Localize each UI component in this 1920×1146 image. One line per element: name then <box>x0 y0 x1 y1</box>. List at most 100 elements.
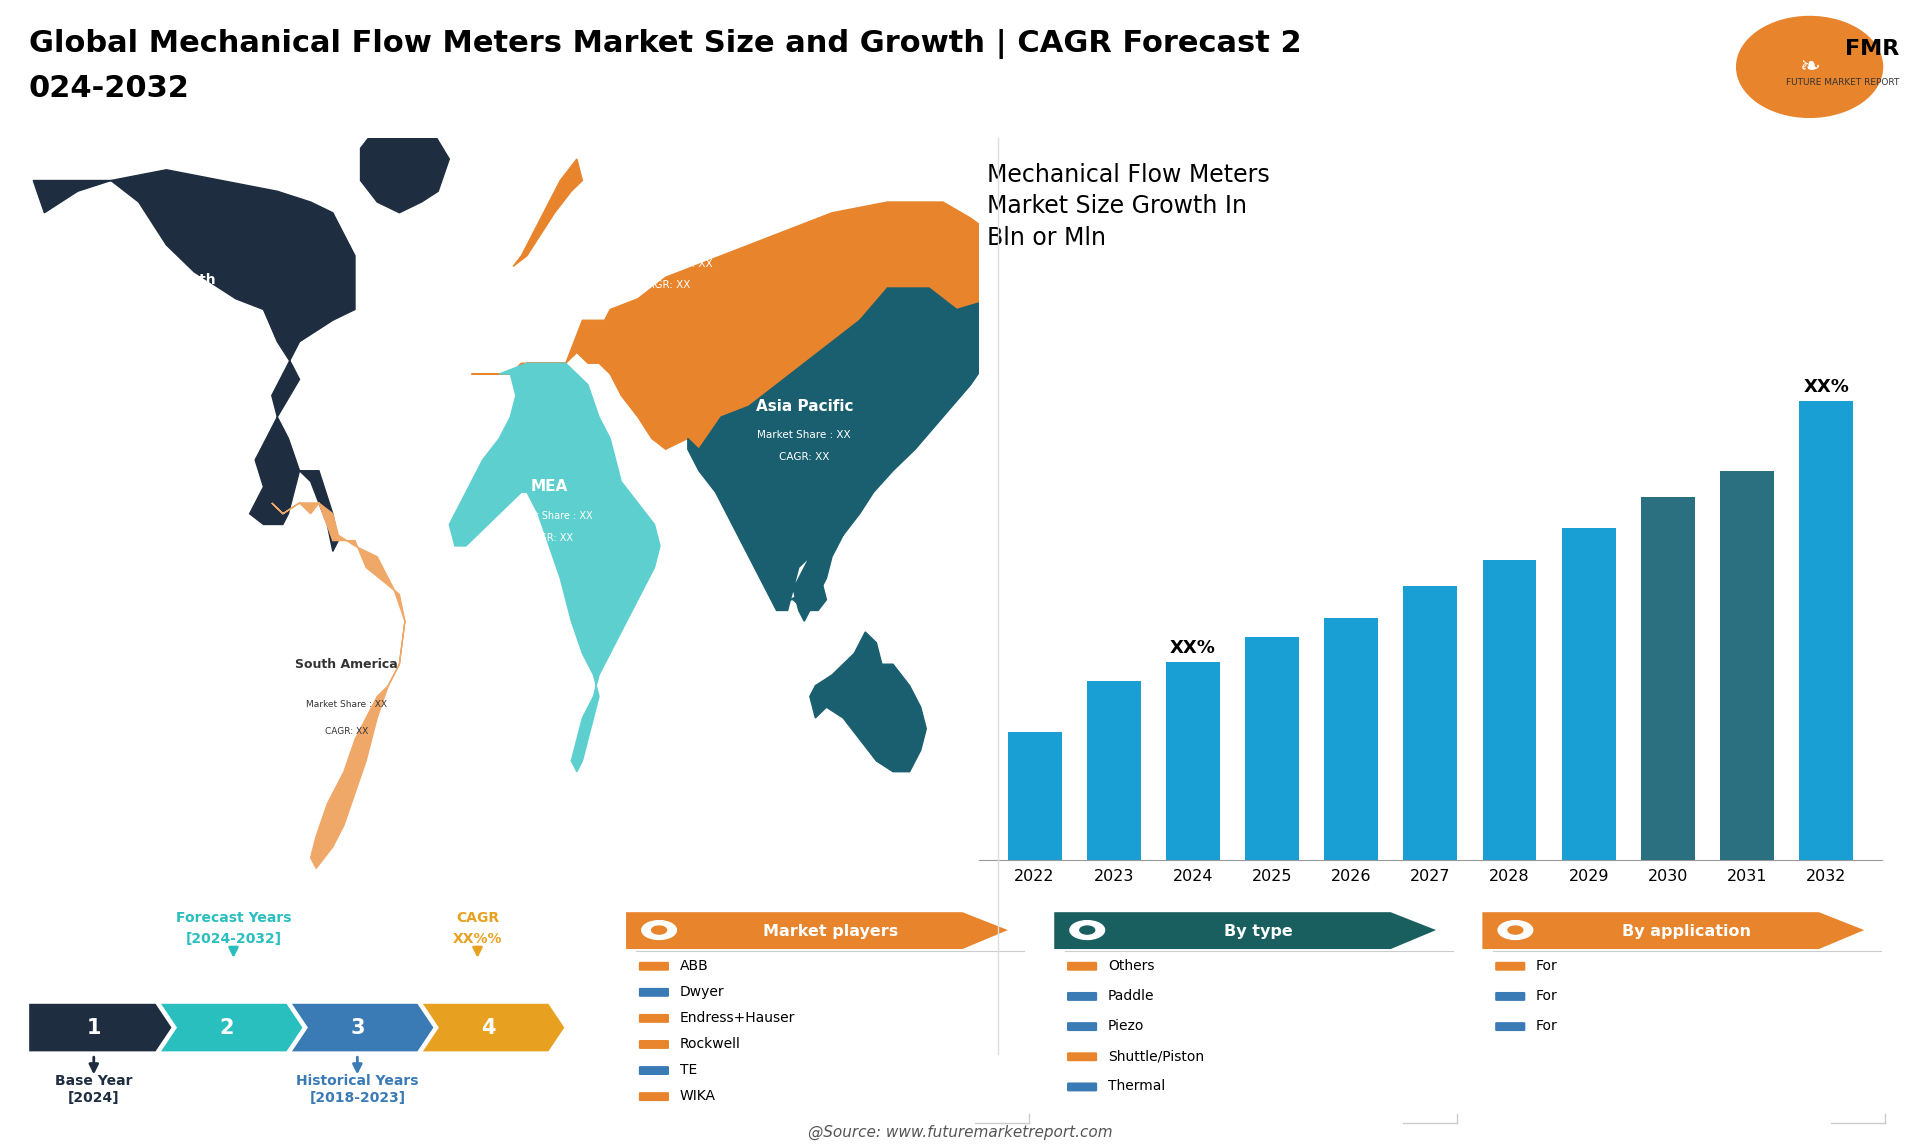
Text: ❧: ❧ <box>1799 55 1820 79</box>
Text: Market Share : XX: Market Share : XX <box>505 511 593 521</box>
Bar <box>1482 560 1536 860</box>
Circle shape <box>1069 920 1104 940</box>
Text: WIKA: WIKA <box>680 1089 716 1104</box>
Text: Forecast Years: Forecast Years <box>177 911 292 925</box>
Polygon shape <box>420 1003 566 1052</box>
Text: CAGR: XX: CAGR: XX <box>324 727 369 736</box>
Bar <box>1008 732 1062 860</box>
Text: XX%%: XX%% <box>453 932 503 947</box>
Text: Paddle: Paddle <box>1108 989 1154 1003</box>
Text: Market Share : XX: Market Share : XX <box>758 431 851 440</box>
Text: TE: TE <box>680 1063 697 1077</box>
Text: CAGR: XX: CAGR: XX <box>641 280 691 290</box>
Circle shape <box>1736 16 1882 117</box>
Polygon shape <box>626 912 1008 949</box>
Text: Market players: Market players <box>762 924 899 939</box>
FancyBboxPatch shape <box>639 988 668 997</box>
Text: @Source: www.futuremarketreport.com: @Source: www.futuremarketreport.com <box>808 1125 1112 1140</box>
Circle shape <box>641 920 676 940</box>
Text: For: For <box>1536 989 1557 1003</box>
FancyBboxPatch shape <box>1068 1052 1096 1061</box>
Text: Market Share : XX: Market Share : XX <box>618 259 712 268</box>
Polygon shape <box>449 363 660 771</box>
FancyBboxPatch shape <box>1496 1022 1524 1031</box>
Circle shape <box>1507 926 1523 934</box>
Bar <box>1165 662 1219 860</box>
Bar <box>1799 401 1853 860</box>
Polygon shape <box>33 170 355 551</box>
Text: Base Year: Base Year <box>56 1074 132 1088</box>
Circle shape <box>1079 926 1094 934</box>
Text: [2024-2032]: [2024-2032] <box>186 932 282 947</box>
Text: XX%: XX% <box>1169 639 1215 657</box>
Text: FUTURE MARKET REPORT: FUTURE MARKET REPORT <box>1786 78 1899 87</box>
FancyBboxPatch shape <box>1068 961 1096 971</box>
Text: Asia Pacific: Asia Pacific <box>755 399 852 414</box>
FancyBboxPatch shape <box>639 1041 668 1049</box>
FancyBboxPatch shape <box>1496 961 1524 971</box>
Text: 4: 4 <box>482 1018 495 1037</box>
Polygon shape <box>273 503 405 869</box>
Text: 024-2032: 024-2032 <box>29 74 190 103</box>
FancyBboxPatch shape <box>1475 910 1899 1137</box>
Text: CAGR: CAGR <box>455 911 499 925</box>
FancyBboxPatch shape <box>639 1014 668 1023</box>
Text: CAGR: XX: CAGR: XX <box>780 452 829 462</box>
Bar <box>1087 681 1140 860</box>
Text: Europe: Europe <box>632 226 699 243</box>
Text: 2: 2 <box>219 1018 234 1037</box>
Text: Global Mechanical Flow Meters Market Size and Growth | CAGR Forecast 2: Global Mechanical Flow Meters Market Siz… <box>29 29 1302 58</box>
FancyBboxPatch shape <box>1068 1083 1096 1091</box>
Bar <box>1325 618 1379 860</box>
Polygon shape <box>1482 912 1864 949</box>
Polygon shape <box>687 288 993 621</box>
Text: North
America: North America <box>161 273 227 303</box>
Bar <box>1246 637 1300 860</box>
Text: By type: By type <box>1225 924 1292 939</box>
Text: 3: 3 <box>349 1018 365 1037</box>
Polygon shape <box>791 579 826 611</box>
Text: [2018-2023]: [2018-2023] <box>309 1091 405 1105</box>
FancyBboxPatch shape <box>639 961 668 971</box>
Polygon shape <box>159 1003 303 1052</box>
Text: Market Share : XX: Market Share : XX <box>305 700 388 709</box>
Text: For: For <box>1536 1019 1557 1034</box>
Polygon shape <box>513 159 582 267</box>
Text: Endress+Hauser: Endress+Hauser <box>680 1011 795 1025</box>
Text: 1: 1 <box>86 1018 102 1037</box>
Text: CAGR: XX: CAGR: XX <box>526 533 572 542</box>
Text: Shuttle/Piston: Shuttle/Piston <box>1108 1050 1204 1063</box>
Text: Market Share : XX: Market Share : XX <box>150 333 238 344</box>
Polygon shape <box>290 1003 434 1052</box>
FancyBboxPatch shape <box>639 1066 668 1075</box>
Text: Historical Years: Historical Years <box>296 1074 419 1088</box>
Circle shape <box>651 926 666 934</box>
Text: Rockwell: Rockwell <box>680 1037 741 1051</box>
Polygon shape <box>810 631 925 771</box>
Circle shape <box>1498 920 1532 940</box>
Polygon shape <box>1054 912 1436 949</box>
FancyBboxPatch shape <box>1068 1022 1096 1031</box>
FancyBboxPatch shape <box>1068 992 1096 1000</box>
Text: ABB: ABB <box>680 959 708 973</box>
Text: Others: Others <box>1108 959 1154 973</box>
Bar <box>1404 586 1457 860</box>
Text: By application: By application <box>1622 924 1751 939</box>
FancyBboxPatch shape <box>618 910 1043 1137</box>
Text: Dwyer: Dwyer <box>680 984 724 999</box>
Polygon shape <box>860 353 887 395</box>
Bar <box>1720 471 1774 860</box>
Bar <box>1642 496 1695 860</box>
Polygon shape <box>29 1003 173 1052</box>
FancyBboxPatch shape <box>1496 992 1524 1000</box>
Text: FMR: FMR <box>1845 39 1899 60</box>
FancyBboxPatch shape <box>639 1092 668 1101</box>
Text: Thermal: Thermal <box>1108 1080 1165 1093</box>
Text: South America: South America <box>296 658 397 670</box>
Polygon shape <box>472 202 993 449</box>
Text: For: For <box>1536 959 1557 973</box>
FancyBboxPatch shape <box>1046 910 1471 1137</box>
Text: XX%: XX% <box>1803 378 1849 397</box>
Text: Mechanical Flow Meters
Market Size Growth In
Bln or Mln: Mechanical Flow Meters Market Size Growt… <box>987 163 1269 250</box>
Polygon shape <box>361 127 449 213</box>
